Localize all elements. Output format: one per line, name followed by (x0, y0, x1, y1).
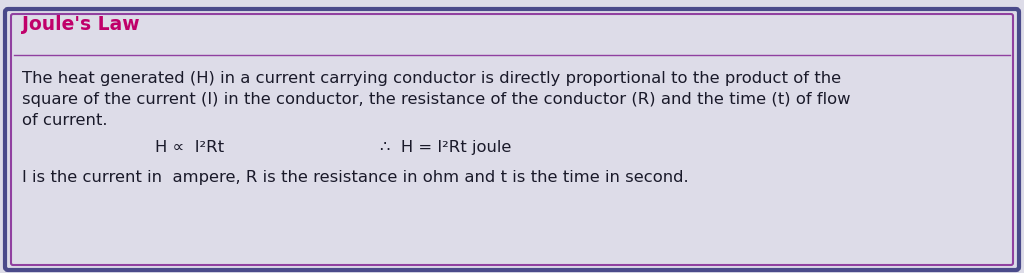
Text: The heat generated (H) in a current carrying conductor is directly proportional : The heat generated (H) in a current carr… (22, 71, 841, 86)
Text: Joule's Law: Joule's Law (22, 16, 139, 34)
Text: ∴  H = I²Rt joule: ∴ H = I²Rt joule (380, 140, 511, 155)
Text: I is the current in  ampere, R is the resistance in ohm and t is the time in sec: I is the current in ampere, R is the res… (22, 170, 688, 185)
Text: square of the current (I) in the conductor, the resistance of the conductor (R) : square of the current (I) in the conduct… (22, 92, 851, 107)
FancyBboxPatch shape (5, 9, 1019, 270)
Text: of current.: of current. (22, 113, 108, 128)
Text: H ∝  I²Rt: H ∝ I²Rt (155, 140, 224, 155)
FancyBboxPatch shape (11, 14, 1013, 265)
Bar (14, 17, 1010, 55)
